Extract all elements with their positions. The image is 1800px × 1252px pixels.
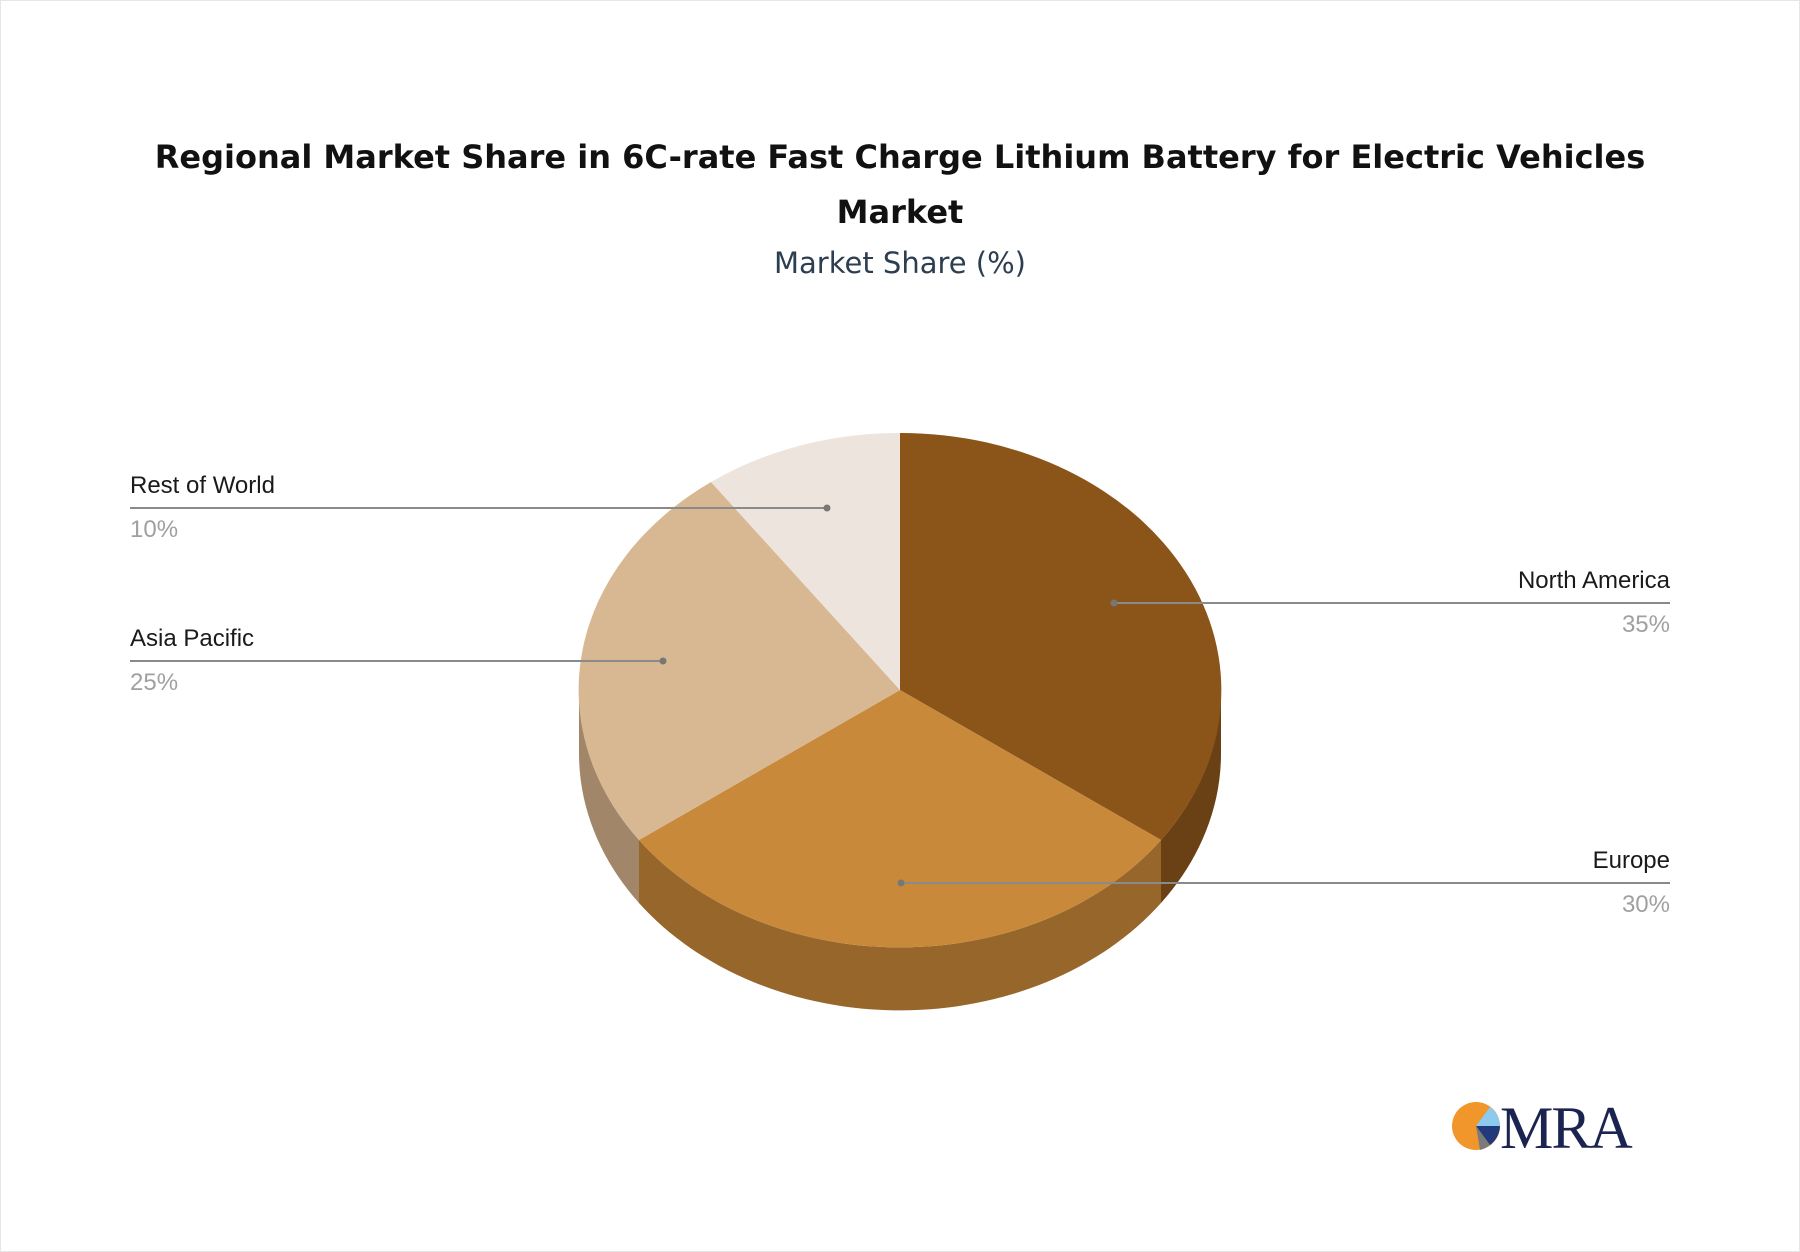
slice-north-america[interactable] [900,432,1222,840]
pie-side-walls [578,690,1222,1011]
label-europe: Europe [1592,847,1670,874]
value-north-america: 35% [1621,611,1670,638]
leader-lines [130,504,1670,887]
chart-subtitle: Market Share (%) [774,246,1026,280]
slice-rest-of-world[interactable] [711,432,900,690]
label-north-america: North America [1517,567,1670,594]
value-asia-pacific: 25% [130,669,179,696]
pie-chart-logo-icon [1452,1102,1500,1150]
chart-title: Regional Market Share in 6C-rate Fast Ch… [154,138,1646,231]
value-europe: 30% [1621,891,1670,918]
value-rest-of-world: 10% [130,516,179,543]
pie-top [578,432,1222,948]
mra-logo: MRA [1450,1095,1640,1161]
slice-asia-pacific[interactable] [578,482,900,840]
logo-text: MRA [1500,1095,1633,1161]
label-asia-pacific: Asia Pacific [130,625,255,652]
label-rest-of-world: Rest of World [130,472,275,499]
